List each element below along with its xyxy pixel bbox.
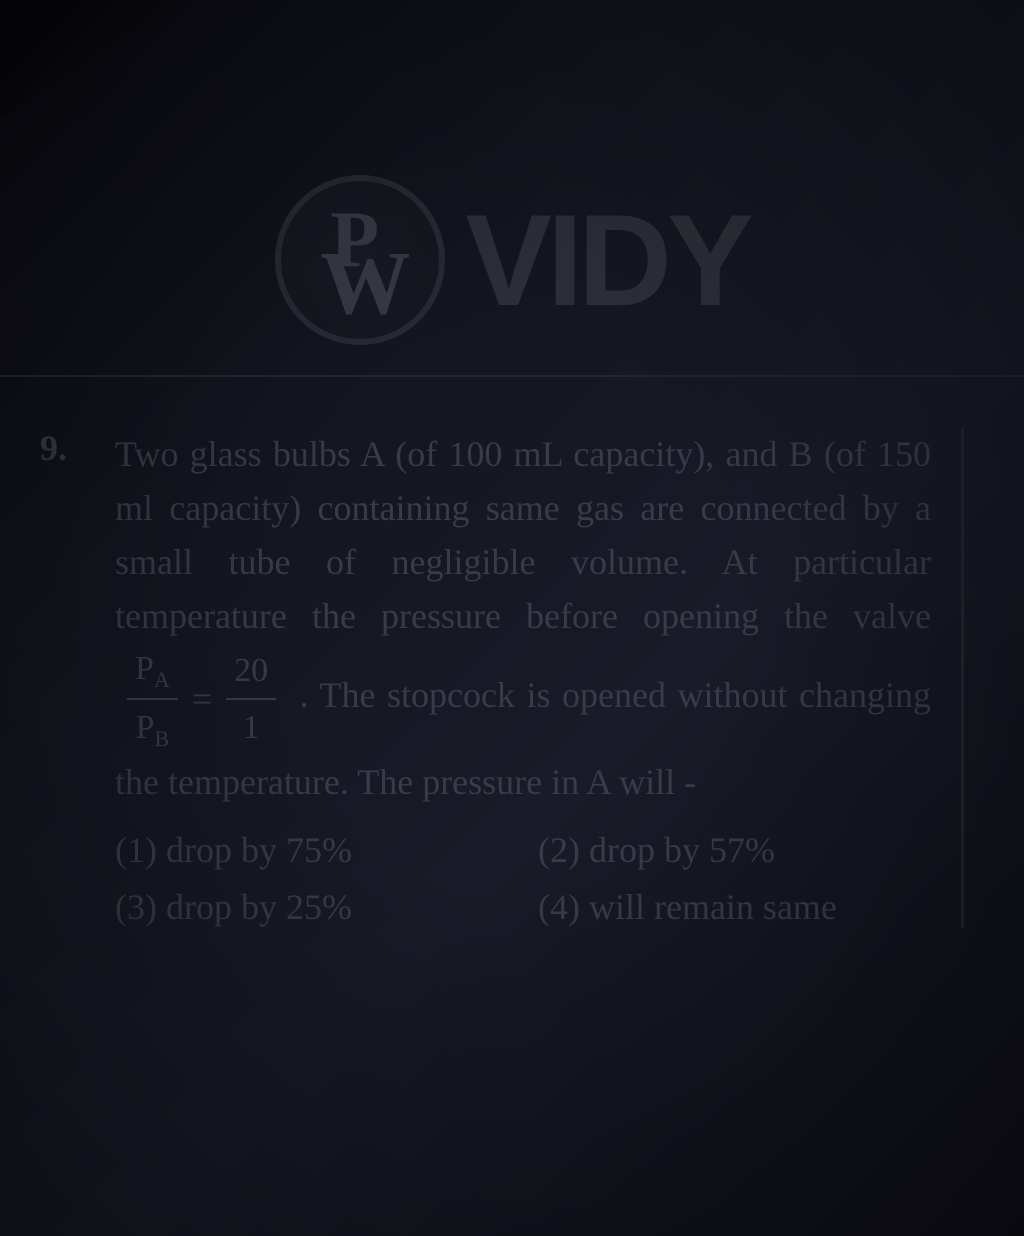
- logo-circle: P W: [275, 175, 445, 345]
- logo-pw-icon: P W: [300, 200, 420, 320]
- fraction-denominator-1: 1: [235, 700, 268, 753]
- equals-sign: =: [192, 672, 212, 726]
- logo-header: P W VIDY: [0, 0, 1024, 345]
- logo-brand-text: VIDY: [465, 185, 748, 335]
- fraction-denominator-pb: PB: [128, 700, 178, 755]
- option-1[interactable]: (1) drop by 75%: [115, 829, 508, 871]
- question-text-part1: Two glass bulbs A (of 100 mL capacity), …: [115, 434, 931, 636]
- answer-options: (1) drop by 75% (2) drop by 57% (3) drop…: [115, 829, 931, 928]
- question-text: Two glass bulbs A (of 100 mL capacity), …: [115, 427, 931, 809]
- fraction-pa-pb: PA PB: [127, 643, 178, 755]
- fraction-20-1: 20 1: [226, 645, 276, 753]
- option-3[interactable]: (3) drop by 25%: [115, 886, 508, 928]
- question-container: 9. Two glass bulbs A (of 100 mL capacity…: [0, 377, 1024, 928]
- option-4[interactable]: (4) will remain same: [538, 886, 931, 928]
- question-content: Two glass bulbs A (of 100 mL capacity), …: [115, 427, 964, 928]
- question-number: 9.: [40, 427, 90, 928]
- fraction-numerator-pa: PA: [127, 643, 178, 700]
- option-2[interactable]: (2) drop by 57%: [538, 829, 931, 871]
- logo-letter-w: W: [320, 232, 410, 335]
- fraction-numerator-20: 20: [226, 645, 276, 700]
- pressure-ratio-formula: PA PB = 20 1: [123, 643, 280, 755]
